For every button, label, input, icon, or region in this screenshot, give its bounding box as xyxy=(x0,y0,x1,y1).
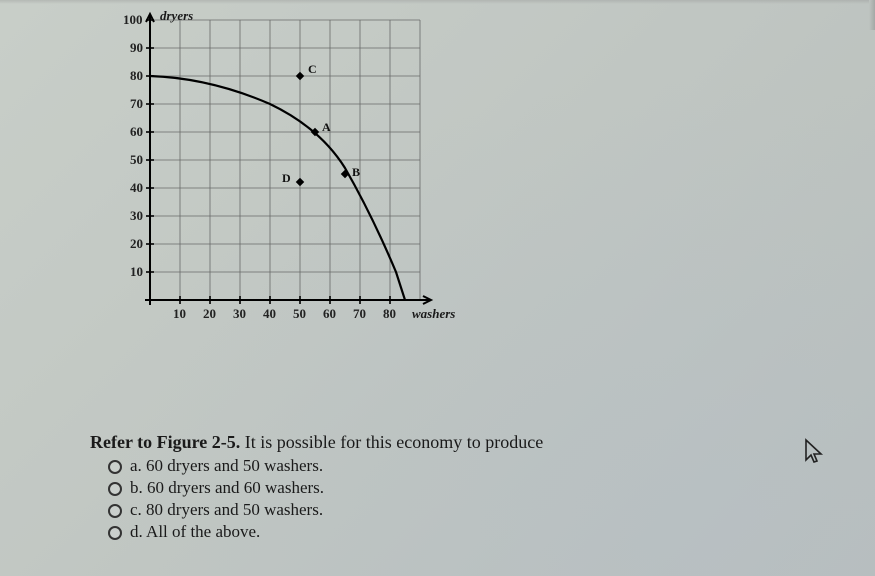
radio-icon xyxy=(108,460,122,474)
y-tick-label: 30 xyxy=(130,208,143,224)
option-c-text: c. 80 dryers and 50 washers. xyxy=(130,499,323,522)
option-a[interactable]: a. 60 dryers and 50 washers. xyxy=(108,455,810,478)
x-tick-label: 10 xyxy=(173,306,186,322)
option-b-text: b. 60 dryers and 60 washers. xyxy=(130,477,324,500)
question-rest: It is possible for this economy to produ… xyxy=(240,432,543,452)
x-tick-label: 70 xyxy=(353,306,366,322)
question-block: Refer to Figure 2-5. It is possible for … xyxy=(90,430,810,544)
option-d-text: d. All of the above. xyxy=(130,521,260,544)
point-label-b: B xyxy=(352,165,360,180)
option-c[interactable]: c. 80 dryers and 50 washers. xyxy=(108,499,810,522)
x-axis-title: washers xyxy=(412,306,455,322)
axes xyxy=(145,14,431,305)
y-tick-label: 60 xyxy=(130,124,143,140)
options: a. 60 dryers and 50 washers. b. 60 dryer… xyxy=(108,455,810,544)
radio-icon xyxy=(108,482,122,496)
point-label-a: A xyxy=(322,120,331,135)
grid xyxy=(150,20,420,300)
page-edge-right xyxy=(869,0,875,30)
x-tick-label: 60 xyxy=(323,306,336,322)
cursor-icon xyxy=(803,438,825,471)
option-d[interactable]: d. All of the above. xyxy=(108,521,810,544)
y-tick-label: 10 xyxy=(130,264,143,280)
option-b[interactable]: b. 60 dryers and 60 washers. xyxy=(108,477,810,500)
point-label-c: C xyxy=(308,62,317,77)
x-tick-label: 50 xyxy=(293,306,306,322)
y-tick-label: 50 xyxy=(130,152,143,168)
page-edge-top xyxy=(0,0,869,4)
y-tick-label: 40 xyxy=(130,180,143,196)
y-axis-title: dryers xyxy=(160,8,193,24)
y-tick-label: 100 xyxy=(123,12,143,28)
x-tick-label: 40 xyxy=(263,306,276,322)
y-tick-label: 70 xyxy=(130,96,143,112)
x-tick-label: 20 xyxy=(203,306,216,322)
y-tick-label: 80 xyxy=(130,68,143,84)
question-stem: Refer to Figure 2-5. It is possible for … xyxy=(90,430,810,454)
radio-icon xyxy=(108,504,122,518)
x-tick-label: 30 xyxy=(233,306,246,322)
question-lead: Refer to Figure 2-5. xyxy=(90,432,240,452)
y-tick-label: 90 xyxy=(130,40,143,56)
y-tick-label: 20 xyxy=(130,236,143,252)
x-tick-label: 80 xyxy=(383,306,396,322)
radio-icon xyxy=(108,526,122,540)
ppf-chart: dryers washers 10 20 30 40 50 60 70 80 9… xyxy=(120,10,450,340)
point-label-d: D xyxy=(282,171,291,186)
option-a-text: a. 60 dryers and 50 washers. xyxy=(130,455,323,478)
